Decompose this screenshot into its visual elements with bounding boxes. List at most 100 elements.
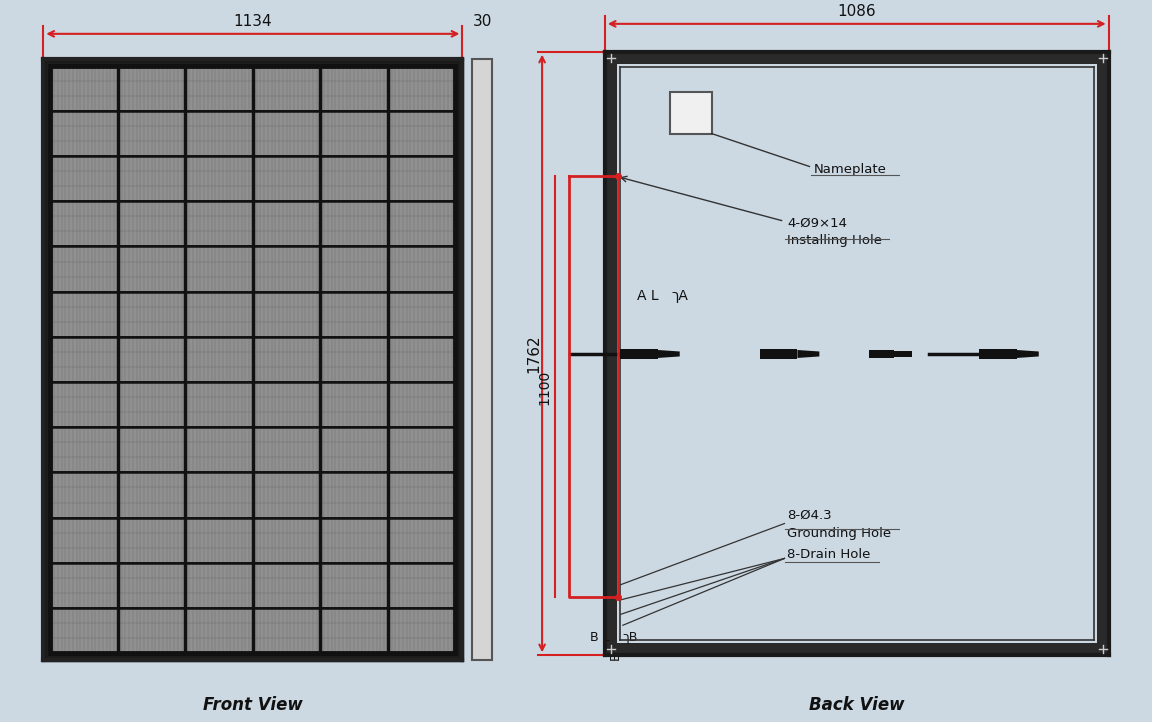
- Text: 4-Ø9×14
Installing Hole: 4-Ø9×14 Installing Hole: [788, 217, 882, 248]
- Bar: [187, 383, 252, 426]
- Bar: [119, 157, 184, 200]
- Bar: [119, 202, 184, 245]
- Bar: [253, 112, 319, 155]
- Bar: [187, 202, 252, 245]
- Bar: [620, 349, 658, 359]
- Bar: [321, 518, 387, 562]
- Bar: [321, 428, 387, 471]
- Text: 1100: 1100: [537, 369, 551, 404]
- Text: 8-Drain Hole: 8-Drain Hole: [788, 549, 871, 562]
- Text: B: B: [608, 651, 621, 660]
- Bar: [187, 564, 252, 607]
- Text: Nameplate: Nameplate: [813, 163, 886, 176]
- Bar: [389, 112, 454, 155]
- Bar: [321, 157, 387, 200]
- Bar: [1097, 52, 1108, 655]
- Bar: [119, 112, 184, 155]
- Text: ךA: ךA: [672, 289, 689, 303]
- Bar: [979, 349, 1017, 359]
- Bar: [253, 338, 319, 381]
- Text: 1086: 1086: [838, 4, 876, 19]
- Bar: [389, 157, 454, 200]
- Bar: [52, 248, 116, 291]
- Bar: [52, 66, 116, 110]
- Text: ךB: ךB: [623, 631, 638, 644]
- Text: B L: B L: [590, 631, 609, 644]
- Text: 30: 30: [472, 14, 492, 29]
- Bar: [187, 292, 252, 336]
- Bar: [187, 248, 252, 291]
- Bar: [253, 383, 319, 426]
- Bar: [472, 58, 492, 660]
- Bar: [389, 518, 454, 562]
- Bar: [52, 428, 116, 471]
- Text: Front View: Front View: [203, 696, 303, 714]
- Bar: [187, 157, 252, 200]
- Text: Back View: Back View: [809, 696, 904, 714]
- Polygon shape: [797, 350, 819, 358]
- Bar: [321, 564, 387, 607]
- Bar: [321, 112, 387, 155]
- Bar: [321, 202, 387, 245]
- Bar: [52, 202, 116, 245]
- Bar: [253, 202, 319, 245]
- Bar: [119, 292, 184, 336]
- Bar: [389, 248, 454, 291]
- Bar: [253, 292, 319, 336]
- Bar: [389, 428, 454, 471]
- Bar: [389, 609, 454, 652]
- Bar: [187, 66, 252, 110]
- Bar: [52, 518, 116, 562]
- Bar: [321, 248, 387, 291]
- Bar: [253, 609, 319, 652]
- Bar: [119, 564, 184, 607]
- Bar: [187, 428, 252, 471]
- Bar: [389, 292, 454, 336]
- Bar: [44, 58, 462, 660]
- Bar: [52, 112, 116, 155]
- Bar: [52, 383, 116, 426]
- Bar: [870, 350, 894, 358]
- Bar: [253, 248, 319, 291]
- Bar: [52, 564, 116, 607]
- Bar: [119, 383, 184, 426]
- Bar: [52, 338, 116, 381]
- Text: 1134: 1134: [234, 14, 272, 29]
- Bar: [253, 66, 319, 110]
- Bar: [389, 383, 454, 426]
- Bar: [321, 338, 387, 381]
- Bar: [605, 52, 616, 655]
- Bar: [321, 609, 387, 652]
- Bar: [605, 52, 1108, 64]
- Bar: [253, 518, 319, 562]
- Text: 8-Ø4.3
Grounding Hole: 8-Ø4.3 Grounding Hole: [788, 508, 892, 539]
- Bar: [253, 157, 319, 200]
- Bar: [187, 518, 252, 562]
- Bar: [389, 66, 454, 110]
- Bar: [52, 157, 116, 200]
- Bar: [321, 66, 387, 110]
- Bar: [669, 92, 712, 134]
- Bar: [321, 383, 387, 426]
- Text: A L: A L: [637, 289, 659, 303]
- Bar: [253, 428, 319, 471]
- Bar: [52, 474, 116, 517]
- Bar: [759, 349, 797, 359]
- Bar: [389, 338, 454, 381]
- Bar: [187, 609, 252, 652]
- Bar: [253, 474, 319, 517]
- Bar: [119, 609, 184, 652]
- Bar: [119, 474, 184, 517]
- Polygon shape: [894, 351, 912, 357]
- Bar: [605, 643, 1108, 655]
- Polygon shape: [658, 350, 680, 358]
- Bar: [187, 338, 252, 381]
- Bar: [187, 112, 252, 155]
- Bar: [605, 52, 1108, 655]
- Bar: [389, 564, 454, 607]
- Bar: [119, 338, 184, 381]
- Bar: [187, 474, 252, 517]
- Bar: [119, 66, 184, 110]
- Bar: [253, 564, 319, 607]
- Bar: [119, 428, 184, 471]
